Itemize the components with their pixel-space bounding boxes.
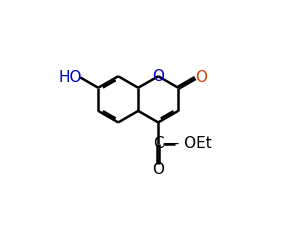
Text: HO: HO	[58, 70, 82, 85]
Text: — OEt: — OEt	[164, 136, 211, 151]
Text: O: O	[152, 162, 164, 177]
Text: C: C	[153, 136, 164, 151]
Text: O: O	[195, 70, 207, 85]
Text: O: O	[152, 69, 164, 84]
